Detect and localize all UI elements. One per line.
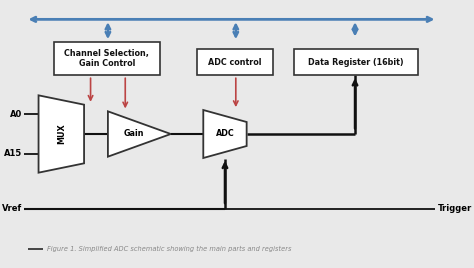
Text: Figure 1. Simplified ADC schematic showing the main parts and registers: Figure 1. Simplified ADC schematic showi… — [47, 245, 292, 252]
Text: A0: A0 — [10, 110, 22, 118]
FancyBboxPatch shape — [294, 49, 418, 75]
FancyBboxPatch shape — [54, 42, 160, 75]
Text: MUX: MUX — [57, 124, 66, 144]
Text: Vref: Vref — [2, 204, 22, 213]
Text: A15: A15 — [4, 150, 22, 158]
Polygon shape — [203, 110, 246, 158]
FancyBboxPatch shape — [197, 49, 273, 75]
Text: Gain: Gain — [124, 129, 144, 139]
Polygon shape — [38, 95, 84, 173]
Text: Channel Selection,
Gain Control: Channel Selection, Gain Control — [64, 49, 149, 68]
Text: Data Register (16bit): Data Register (16bit) — [308, 58, 404, 66]
Text: Trigger: Trigger — [438, 204, 472, 213]
Text: ADC: ADC — [216, 129, 234, 139]
Text: ADC control: ADC control — [208, 58, 262, 66]
Polygon shape — [108, 111, 171, 157]
